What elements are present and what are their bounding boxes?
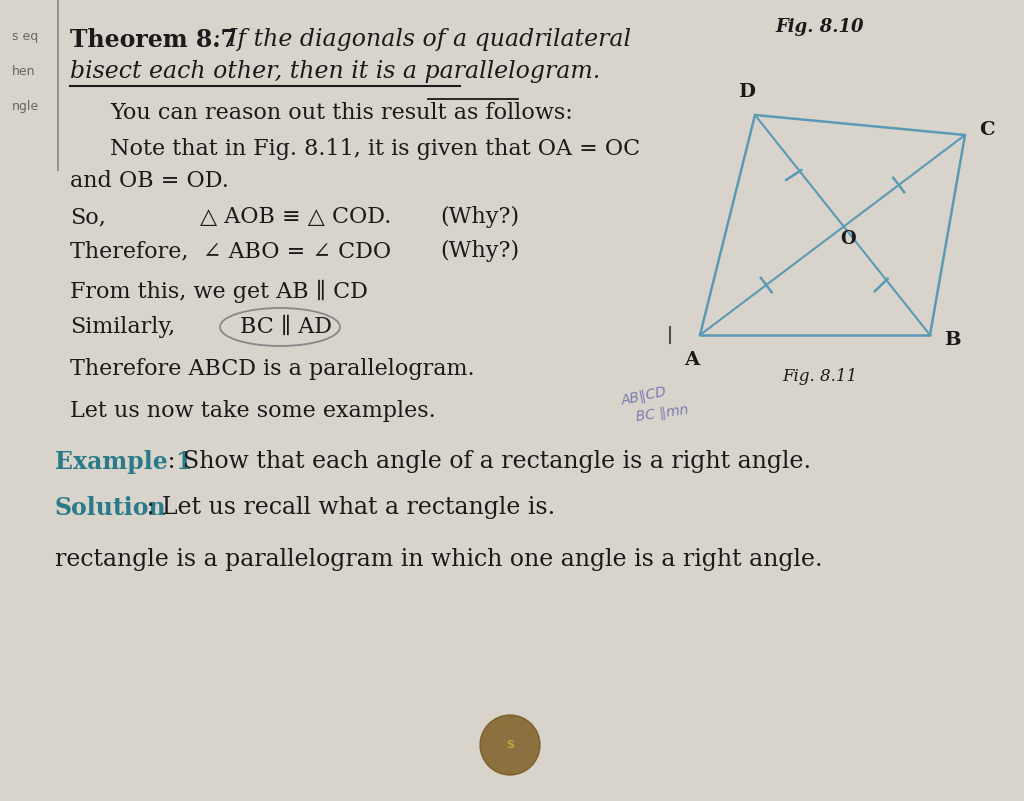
Text: rectangle is a parallelogram in which one angle is a right angle.: rectangle is a parallelogram in which on… bbox=[55, 548, 822, 571]
Text: S: S bbox=[506, 740, 514, 750]
Text: BC ∥mn: BC ∥mn bbox=[635, 403, 689, 425]
Text: B: B bbox=[944, 331, 961, 349]
Text: BC ∥ AD: BC ∥ AD bbox=[240, 316, 332, 338]
Text: : If the diagonals of a quadrilateral: : If the diagonals of a quadrilateral bbox=[205, 28, 631, 51]
Text: (Why?): (Why?) bbox=[440, 206, 519, 228]
Text: Example 1: Example 1 bbox=[55, 450, 193, 474]
Text: From this, we get AB ∥ CD: From this, we get AB ∥ CD bbox=[70, 280, 368, 304]
Text: Let us now take some examples.: Let us now take some examples. bbox=[70, 400, 436, 422]
Text: You can reason out this result as follows:: You can reason out this result as follow… bbox=[110, 102, 572, 124]
Text: and OB = OD.: and OB = OD. bbox=[70, 170, 229, 192]
Text: Note that in Fig. 8.11, it is given that OA = OC: Note that in Fig. 8.11, it is given that… bbox=[110, 138, 640, 160]
Circle shape bbox=[480, 715, 540, 775]
Text: C: C bbox=[979, 121, 994, 139]
Text: △ AOB ≡ △ COD.: △ AOB ≡ △ COD. bbox=[200, 206, 391, 228]
Text: Solution: Solution bbox=[55, 496, 167, 520]
Text: ngle: ngle bbox=[12, 100, 39, 113]
Text: : Show that each angle of a rectangle is a right angle.: : Show that each angle of a rectangle is… bbox=[160, 450, 811, 473]
Text: A: A bbox=[684, 351, 699, 369]
Text: O: O bbox=[841, 230, 856, 248]
Text: So,: So, bbox=[70, 206, 105, 228]
Text: s eq: s eq bbox=[12, 30, 38, 43]
Text: Similarly,: Similarly, bbox=[70, 316, 175, 338]
Text: hen: hen bbox=[12, 65, 36, 78]
Text: : Let us recall what a rectangle is.: : Let us recall what a rectangle is. bbox=[139, 496, 555, 519]
Text: Theorem 8.7: Theorem 8.7 bbox=[70, 28, 237, 52]
Text: bisect each other, then it is a parallelogram.: bisect each other, then it is a parallel… bbox=[70, 60, 600, 83]
Text: D: D bbox=[738, 83, 756, 101]
Text: Fig. 8.10: Fig. 8.10 bbox=[776, 18, 864, 36]
Text: AB∥CD: AB∥CD bbox=[620, 385, 669, 409]
Text: Therefore ABCD is a parallelogram.: Therefore ABCD is a parallelogram. bbox=[70, 358, 475, 380]
Text: Therefore,  ∠ ABO = ∠ CDO: Therefore, ∠ ABO = ∠ CDO bbox=[70, 240, 391, 262]
Text: Fig. 8.11: Fig. 8.11 bbox=[782, 368, 857, 385]
Text: (Why?): (Why?) bbox=[440, 240, 519, 262]
